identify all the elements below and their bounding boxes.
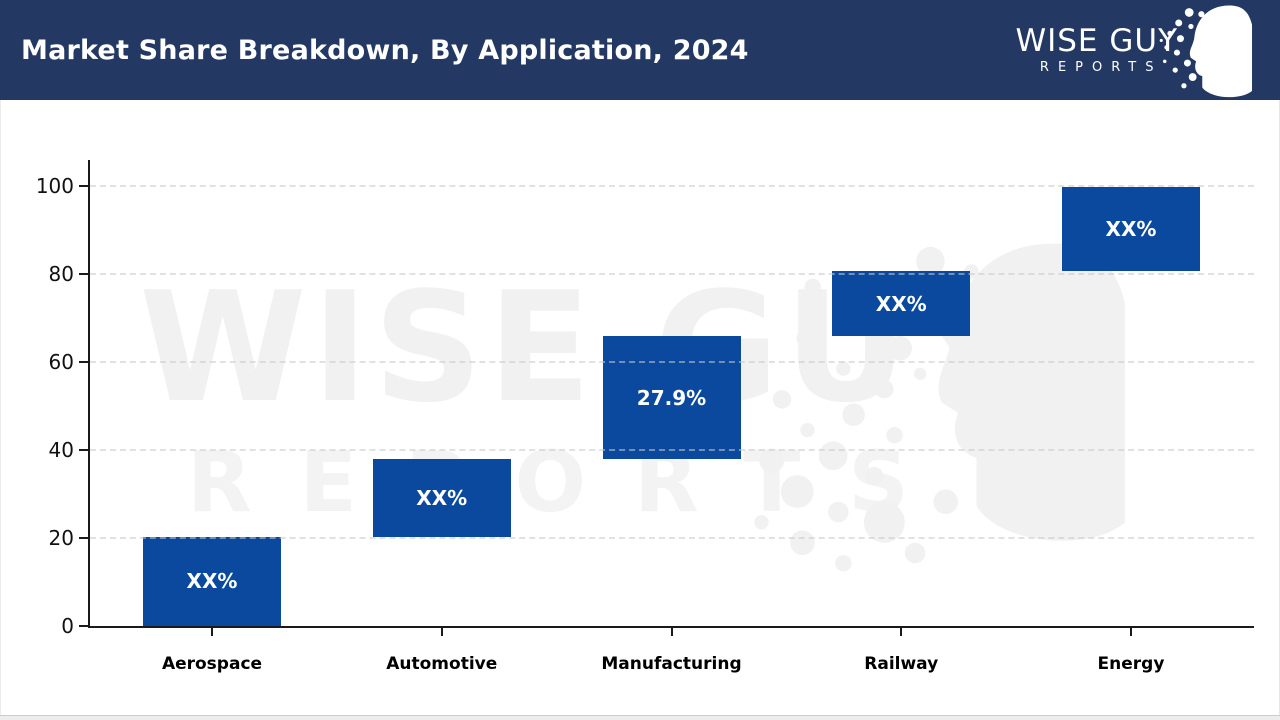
logo-wordmark: WISE GUY REPORTS: [1015, 23, 1178, 75]
y-tick-mark: [79, 449, 88, 452]
bar-value-label: XX%: [875, 291, 927, 316]
bar: XX%: [832, 270, 971, 337]
y-tick-label: 20: [48, 526, 74, 551]
logo-head-icon: [1159, 5, 1253, 98]
x-tick-mark: [440, 628, 443, 636]
x-category-label: Manufacturing: [601, 654, 742, 674]
header: Market Share Breakdown, By Application, …: [0, 0, 1280, 100]
watermark: WISE GUY REPORTS: [1, 100, 1280, 720]
x-tick-mark: [670, 628, 673, 636]
bar-value-label: XX%: [1105, 216, 1157, 241]
x-tick-mark: [1130, 628, 1132, 636]
plot-area: 0 20 40 60 80 100 XX% Aerospace XX% Automotive 27.…: [36, 160, 1254, 674]
watermark-head-icon: [754, 243, 1125, 572]
y-tick-label: 40: [48, 438, 74, 463]
y-tick-label: 100: [35, 174, 74, 199]
logo-line1: WISE GUY: [1015, 23, 1178, 59]
x-axis-line: [88, 626, 1254, 628]
y-tick-mark: [79, 273, 88, 276]
chart-body: WISE GUY REPORTS 0 20 40 60 80 100 XX% Aerospac…: [0, 100, 1280, 720]
x-category-label: Aerospace: [161, 654, 263, 674]
y-gridline: [90, 273, 1254, 276]
bar-value-label: 27.9%: [636, 385, 707, 410]
x-tick-mark: [211, 628, 213, 636]
x-category-label: Railway: [864, 654, 939, 674]
y-tick-label: 80: [48, 262, 74, 287]
y-gridline: [90, 185, 1254, 188]
x-category-label: Energy: [1097, 654, 1165, 674]
y-tick-mark: [79, 537, 88, 540]
logo-line2: REPORTS: [1039, 60, 1163, 75]
y-gridline: [90, 537, 1254, 540]
y-tick-mark: [79, 185, 88, 188]
y-gridline: [90, 449, 1254, 452]
bar-value-label: XX%: [416, 485, 468, 510]
bar: XX%: [372, 459, 511, 537]
y-tick-label: 0: [61, 614, 74, 638]
bottom-border: [0, 715, 1280, 720]
wise-guy-reports-logo: WISE GUY REPORTS: [1015, 2, 1270, 98]
x-tick-mark: [900, 628, 903, 636]
bar-value-label: XX%: [186, 569, 238, 594]
bar: 27.9%: [602, 336, 741, 459]
y-tick-label: 60: [48, 350, 74, 375]
bar: XX%: [143, 536, 281, 626]
chart-title: Market Share Breakdown, By Application, …: [21, 34, 749, 66]
x-category-label: Automotive: [386, 654, 498, 674]
y-tick-mark: [79, 361, 88, 364]
y-tick-mark: [79, 625, 88, 627]
y-axis-line: [88, 160, 90, 626]
y-gridline: [90, 361, 1254, 364]
bar: XX%: [1062, 186, 1200, 271]
